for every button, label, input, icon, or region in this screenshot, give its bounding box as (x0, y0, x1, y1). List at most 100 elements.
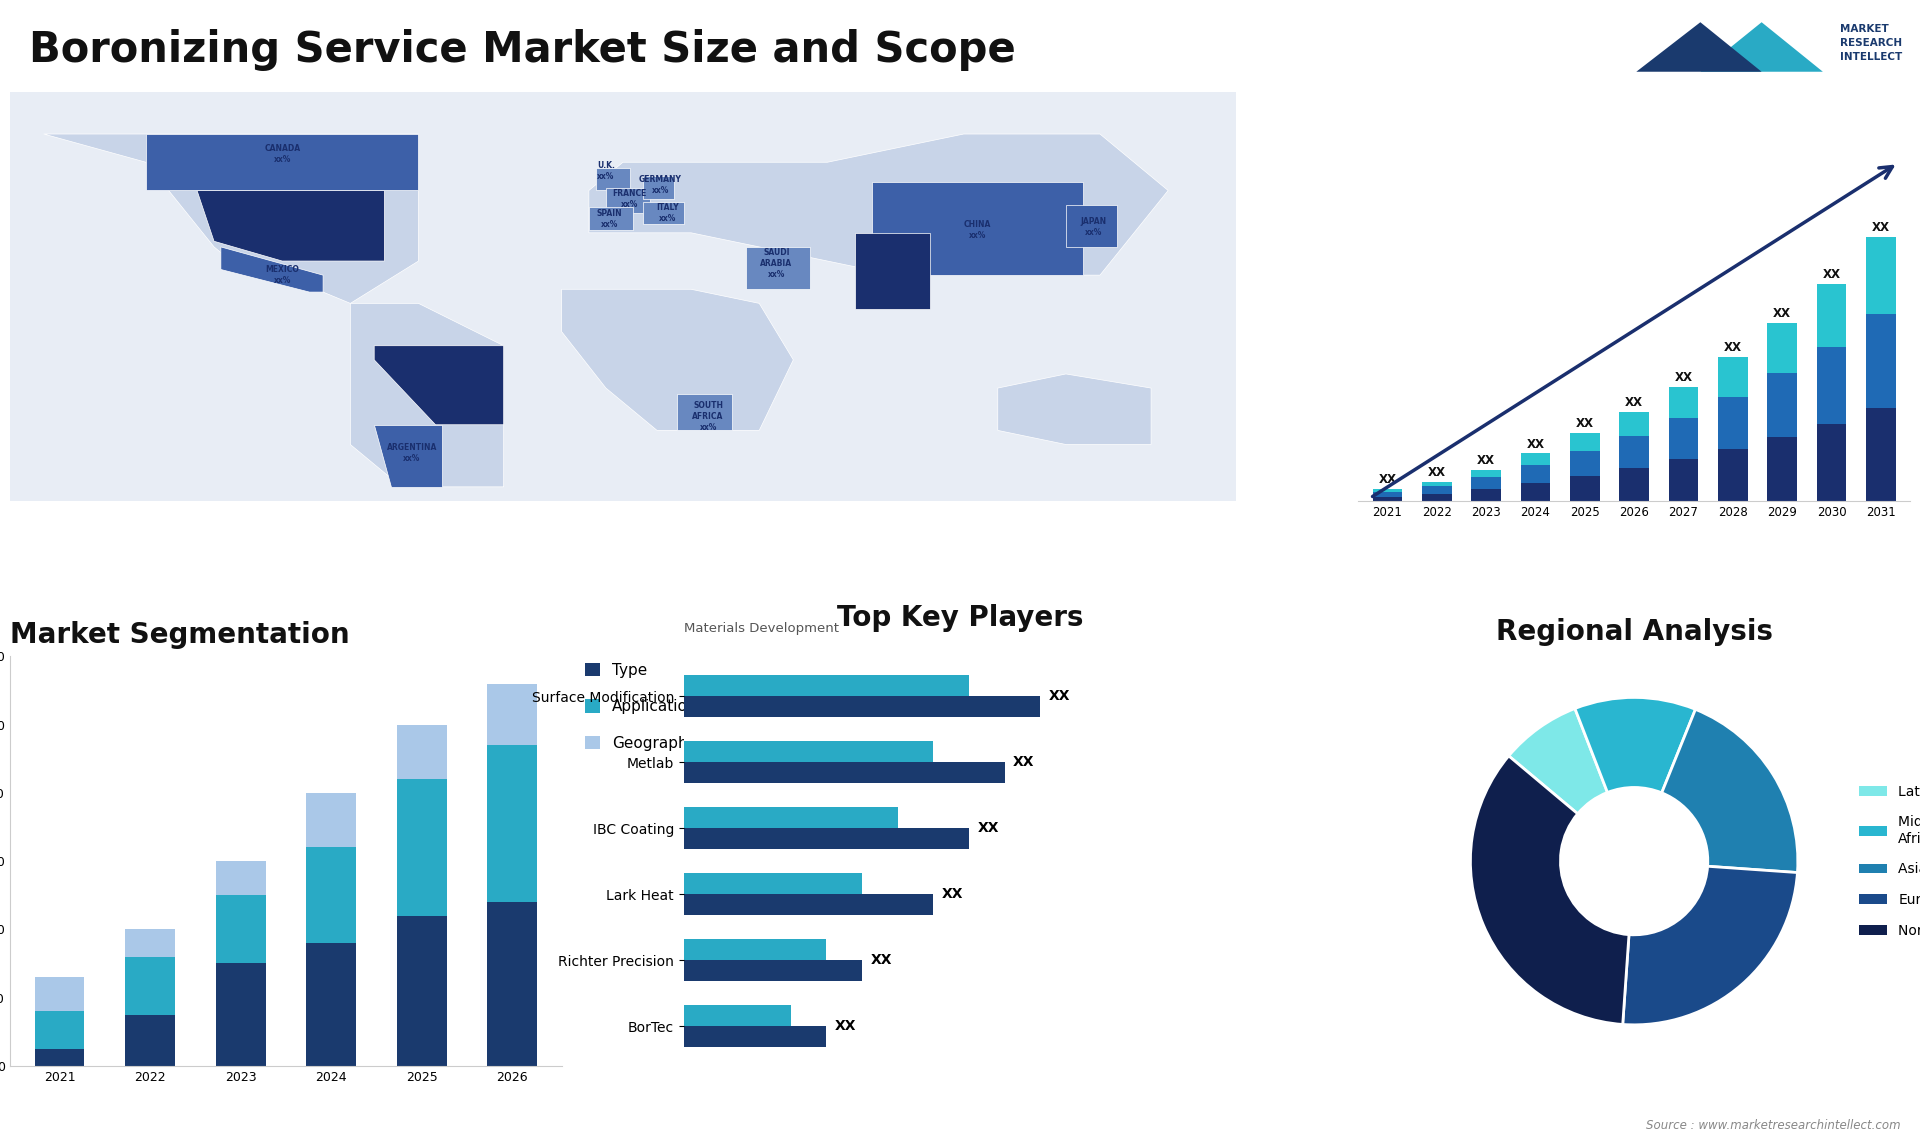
Text: XX: XX (835, 1019, 856, 1033)
Polygon shape (374, 346, 503, 425)
Text: Market Segmentation: Market Segmentation (10, 621, 349, 649)
Polygon shape (198, 190, 384, 261)
Bar (125, 929, 175, 957)
Text: CANADA
xx%: CANADA xx% (265, 143, 300, 164)
Text: XX: XX (1014, 755, 1035, 769)
Text: XX: XX (1476, 454, 1496, 466)
Polygon shape (643, 202, 684, 225)
Text: XX: XX (943, 887, 964, 901)
Polygon shape (1636, 22, 1763, 72)
Polygon shape (146, 134, 419, 190)
Text: ITALY
xx%: ITALY xx% (657, 203, 678, 223)
Bar (684, 873, 862, 894)
Text: U.K.
xx%: U.K. xx% (597, 160, 614, 181)
Bar (488, 745, 538, 902)
Polygon shape (1701, 22, 1822, 72)
Bar (35, 1011, 84, 1049)
Bar (1816, 284, 1847, 347)
Bar (1373, 489, 1402, 492)
Text: BRAZIL
xx%: BRAZIL xx% (430, 364, 461, 384)
Text: XX: XX (1526, 438, 1544, 450)
Bar (684, 741, 933, 762)
Bar (397, 724, 447, 779)
Legend: Latin America, Middle East &
Africa, Asia Pacific, Europe, North America: Latin America, Middle East & Africa, Asi… (1855, 779, 1920, 943)
Bar (1423, 486, 1452, 494)
Text: GERMANY
xx%: GERMANY xx% (639, 175, 682, 195)
Polygon shape (1066, 205, 1117, 246)
Bar (125, 1014, 175, 1066)
Bar (35, 978, 84, 1011)
Polygon shape (349, 304, 503, 487)
Bar (1866, 314, 1895, 408)
Bar (488, 684, 538, 745)
Bar (1619, 411, 1649, 435)
Bar (1521, 484, 1549, 501)
Bar (684, 762, 1004, 784)
Polygon shape (595, 168, 630, 190)
Text: XX: XX (1576, 417, 1594, 430)
Title: Top Key Players: Top Key Players (837, 604, 1083, 631)
Text: XX: XX (1674, 371, 1692, 384)
Polygon shape (607, 188, 651, 213)
Bar (1571, 476, 1599, 501)
Polygon shape (563, 289, 793, 431)
Bar (1619, 469, 1649, 501)
Text: XX: XX (1774, 307, 1791, 320)
Bar (1521, 465, 1549, 484)
Wedge shape (1509, 708, 1607, 814)
Text: JAPAN
xx%: JAPAN xx% (1081, 217, 1106, 237)
Polygon shape (678, 394, 732, 431)
Bar (1471, 470, 1501, 477)
Text: CHINA
xx%: CHINA xx% (964, 220, 991, 240)
Title: Regional Analysis: Regional Analysis (1496, 618, 1772, 646)
Polygon shape (589, 207, 634, 230)
Bar (397, 779, 447, 916)
Polygon shape (872, 182, 1083, 275)
Bar (1816, 424, 1847, 501)
Polygon shape (44, 134, 419, 304)
Bar (1619, 435, 1649, 469)
Bar (684, 829, 970, 849)
Polygon shape (643, 176, 674, 199)
Bar (1718, 449, 1747, 501)
Bar (215, 964, 265, 1066)
Bar (1373, 496, 1402, 501)
Text: Materials Development: Materials Development (684, 622, 839, 635)
Text: MARKET
RESEARCH
INTELLECT: MARKET RESEARCH INTELLECT (1839, 24, 1903, 62)
Bar (684, 807, 899, 829)
Text: MEXICO
xx%: MEXICO xx% (265, 265, 300, 285)
Bar (1668, 418, 1699, 460)
Bar (1766, 374, 1797, 437)
Bar (397, 916, 447, 1066)
Legend: Type, Application, Geography: Type, Application, Geography (578, 657, 705, 756)
Bar (1718, 358, 1747, 398)
Bar (215, 895, 265, 964)
Bar (1423, 494, 1452, 501)
Bar (307, 848, 355, 943)
Bar (1766, 323, 1797, 374)
Wedge shape (1661, 709, 1797, 872)
Bar (488, 902, 538, 1066)
Bar (307, 943, 355, 1066)
Polygon shape (221, 246, 323, 292)
Bar (1866, 237, 1895, 314)
Bar (684, 939, 826, 960)
Bar (1718, 398, 1747, 449)
Polygon shape (998, 374, 1152, 445)
Bar (35, 1049, 84, 1066)
Polygon shape (854, 233, 929, 309)
Text: INDIA
xx%: INDIA xx% (883, 259, 908, 280)
Text: ARGENTINA
xx%: ARGENTINA xx% (386, 444, 438, 463)
Text: XX: XX (1822, 268, 1841, 282)
Text: XX: XX (1379, 473, 1396, 486)
Text: XX: XX (1872, 221, 1889, 234)
Wedge shape (1622, 866, 1797, 1025)
Bar (684, 697, 1041, 717)
Bar (684, 675, 970, 697)
Bar (1866, 408, 1895, 501)
Text: SPAIN
xx%: SPAIN xx% (597, 209, 622, 229)
Bar (1471, 477, 1501, 489)
Bar (684, 1005, 791, 1026)
Polygon shape (589, 134, 1167, 275)
Bar (684, 894, 933, 916)
